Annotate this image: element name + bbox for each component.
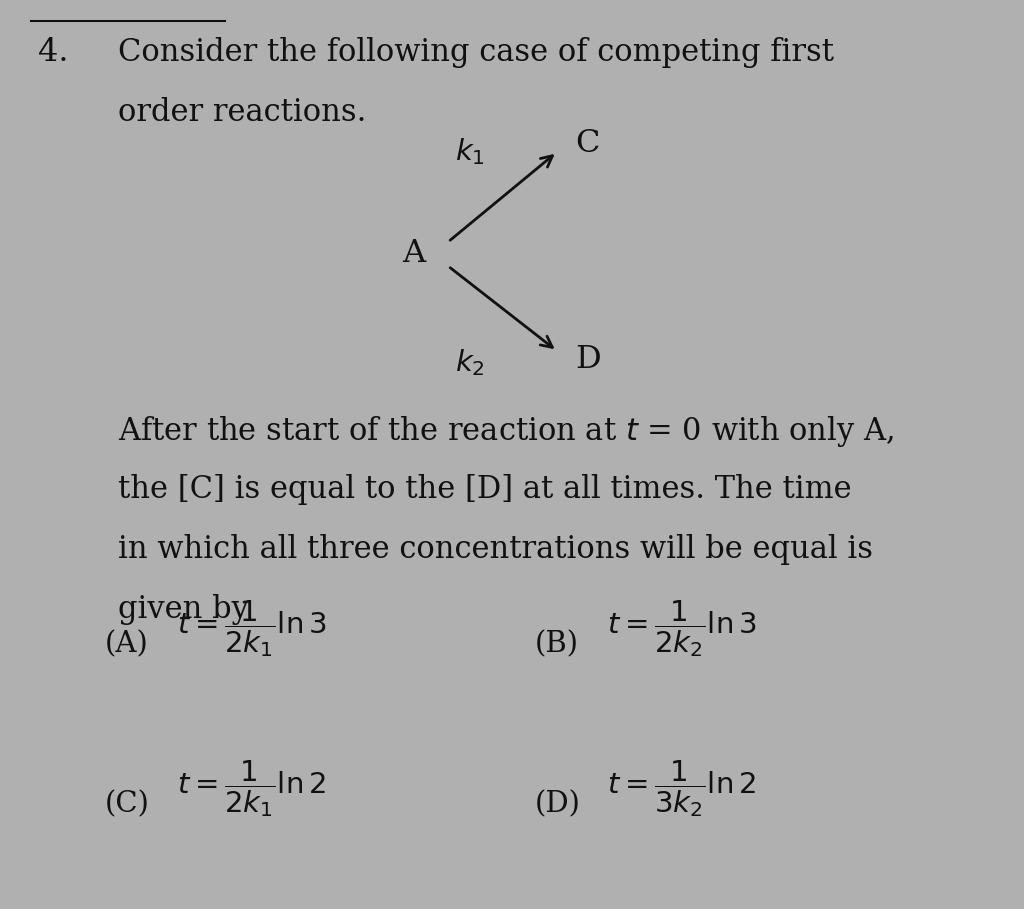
Text: the [C] is equal to the [D] at all times. The time: the [C] is equal to the [D] at all times…: [118, 474, 852, 505]
Text: given by: given by: [118, 594, 249, 625]
Text: (A): (A): [105, 630, 148, 658]
Text: (C): (C): [105, 790, 150, 818]
Text: (B): (B): [535, 630, 579, 658]
Text: C: C: [575, 128, 599, 159]
Text: 4.: 4.: [38, 37, 69, 68]
Text: order reactions.: order reactions.: [118, 97, 367, 128]
Text: D: D: [575, 344, 601, 375]
Text: After the start of the reaction at $t$ = 0 with only A,: After the start of the reaction at $t$ =…: [118, 414, 894, 449]
Text: in which all three concentrations will be equal is: in which all three concentrations will b…: [118, 534, 873, 565]
Text: $k_1$: $k_1$: [455, 136, 485, 167]
Text: A: A: [401, 238, 425, 269]
Text: $k_2$: $k_2$: [456, 347, 485, 378]
Text: (D): (D): [535, 790, 581, 818]
Text: Consider the following casе of competing first: Consider the following casе of competing…: [118, 37, 834, 68]
Text: $t = \dfrac{1}{2k_2}\ln 3$: $t = \dfrac{1}{2k_2}\ln 3$: [607, 598, 757, 659]
Text: $t = \dfrac{1}{2k_1}\ln 2$: $t = \dfrac{1}{2k_1}\ln 2$: [177, 758, 326, 819]
Text: $t = \dfrac{1}{3k_2}\ln 2$: $t = \dfrac{1}{3k_2}\ln 2$: [607, 758, 756, 819]
Text: $t = \dfrac{1}{2k_1}\ln 3$: $t = \dfrac{1}{2k_1}\ln 3$: [177, 598, 327, 659]
